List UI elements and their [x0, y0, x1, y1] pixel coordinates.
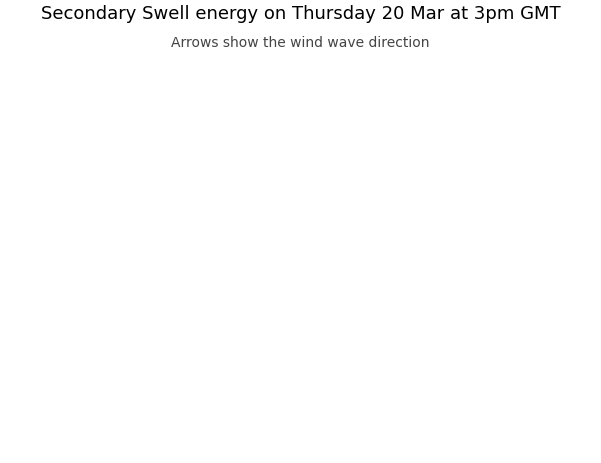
Text: Secondary Swell energy on Thursday 20 Mar at 3pm GMT: Secondary Swell energy on Thursday 20 Ma…	[41, 5, 560, 23]
Text: Arrows show the wind wave direction: Arrows show the wind wave direction	[171, 36, 430, 50]
Text: Map requires cartopy: Map requires cartopy	[197, 250, 404, 269]
